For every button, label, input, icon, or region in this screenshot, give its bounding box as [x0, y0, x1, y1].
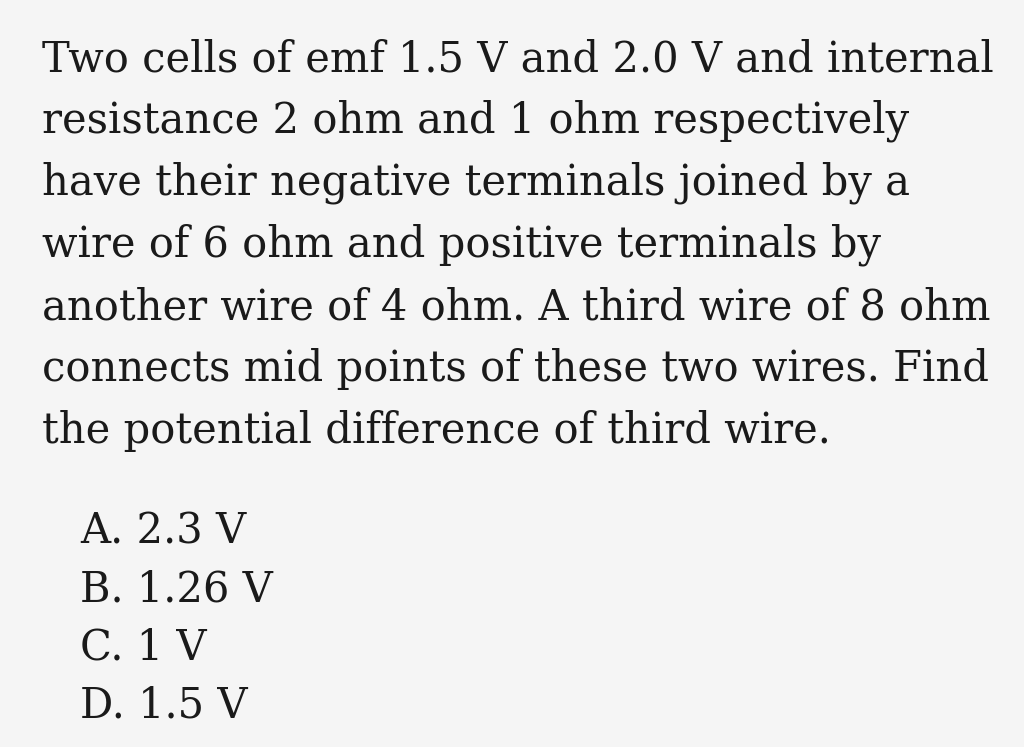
Text: C. 1 V: C. 1 V — [80, 626, 207, 668]
Text: B. 1.26 V: B. 1.26 V — [80, 568, 272, 610]
Text: A. 2.3 V: A. 2.3 V — [80, 510, 246, 552]
Text: Two cells of emf 1.5 V and 2.0 V and internal: Two cells of emf 1.5 V and 2.0 V and int… — [42, 38, 993, 80]
Text: resistance 2 ohm and 1 ohm respectively: resistance 2 ohm and 1 ohm respectively — [42, 100, 909, 143]
Text: have their negative terminals joined by a: have their negative terminals joined by … — [42, 162, 910, 205]
Text: wire of 6 ohm and positive terminals by: wire of 6 ohm and positive terminals by — [42, 224, 881, 267]
Text: D. 1.5 V: D. 1.5 V — [80, 684, 248, 726]
Text: another wire of 4 ohm. A third wire of 8 ohm: another wire of 4 ohm. A third wire of 8… — [42, 286, 990, 328]
Text: the potential difference of third wire.: the potential difference of third wire. — [42, 410, 830, 452]
Text: connects mid points of these two wires. Find: connects mid points of these two wires. … — [42, 348, 989, 390]
